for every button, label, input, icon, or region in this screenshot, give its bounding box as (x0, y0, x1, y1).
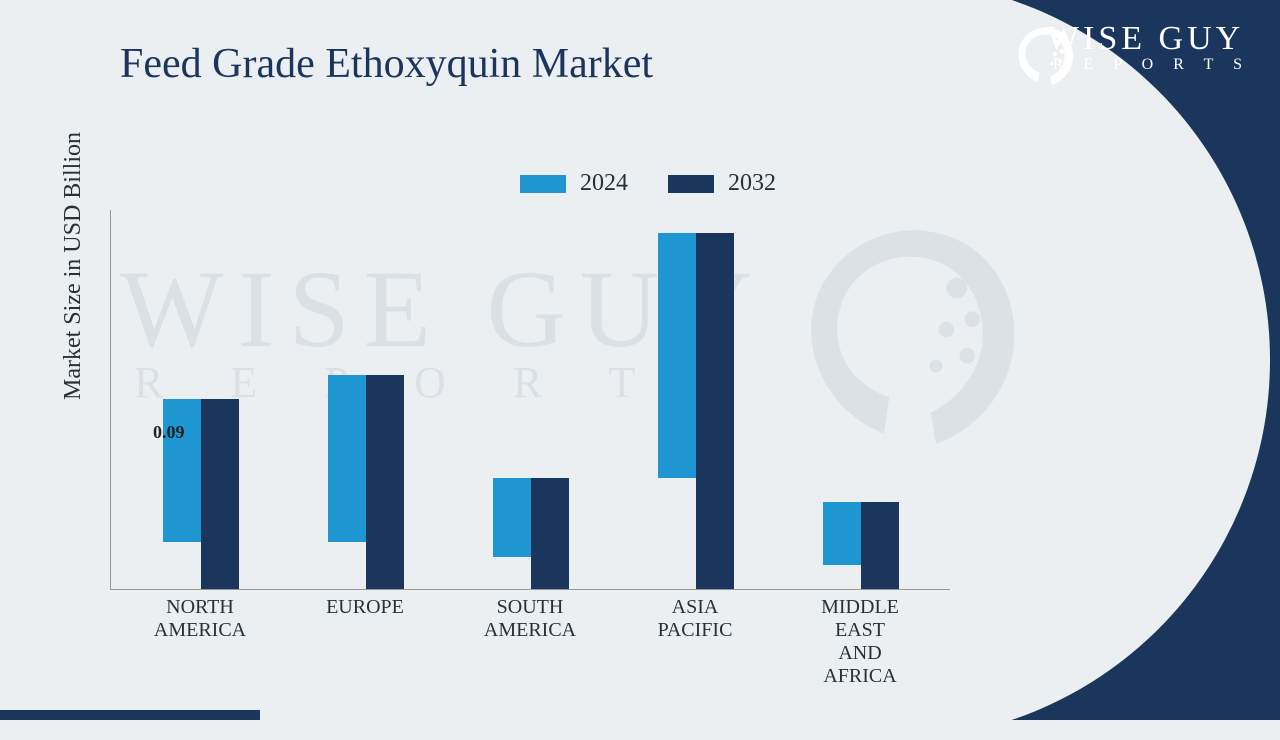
bar (201, 399, 239, 589)
category-label: ASIAPACIFIC (625, 596, 765, 642)
legend-item-2024: 2024 (520, 170, 628, 197)
legend: 2024 2032 (520, 170, 776, 197)
bar-group (791, 502, 931, 589)
chart-plot-area: 0.09 (110, 210, 950, 590)
legend-label-2032: 2032 (728, 170, 776, 197)
brand-panel (980, 0, 1280, 720)
brand-logo: WISE GUY R E P O R T S (1047, 20, 1250, 74)
bar (493, 478, 531, 557)
bar (163, 399, 201, 542)
legend-item-2032: 2032 (668, 170, 776, 197)
y-axis-label: Market Size in USD Billion (60, 132, 87, 400)
bar-group (461, 478, 601, 589)
category-label: NORTHAMERICA (130, 596, 270, 642)
bar-group (296, 375, 436, 589)
chart-title: Feed Grade Ethoxyquin Market (120, 40, 653, 88)
bar-group (131, 399, 271, 589)
chart-canvas: WISE GUY R E P O R T S WISE GUY R E P O … (0, 0, 1280, 720)
logo-line1: WISE GUY (1047, 20, 1250, 58)
bar-group (626, 233, 766, 589)
bar (658, 233, 696, 478)
legend-swatch-2024 (520, 175, 566, 193)
bar (328, 375, 366, 541)
bar (531, 478, 569, 589)
bar (823, 502, 861, 565)
bar (696, 233, 734, 589)
bar-value-label: 0.09 (153, 422, 185, 443)
bar (366, 375, 404, 589)
category-label: SOUTHAMERICA (460, 596, 600, 642)
bottom-accent-bar (0, 710, 260, 720)
bar (861, 502, 899, 589)
category-label: EUROPE (295, 596, 435, 619)
legend-label-2024: 2024 (580, 170, 628, 197)
logo-line2: R E P O R T S (1047, 56, 1250, 74)
legend-swatch-2032 (668, 175, 714, 193)
category-label: MIDDLEEASTANDAFRICA (790, 596, 930, 688)
